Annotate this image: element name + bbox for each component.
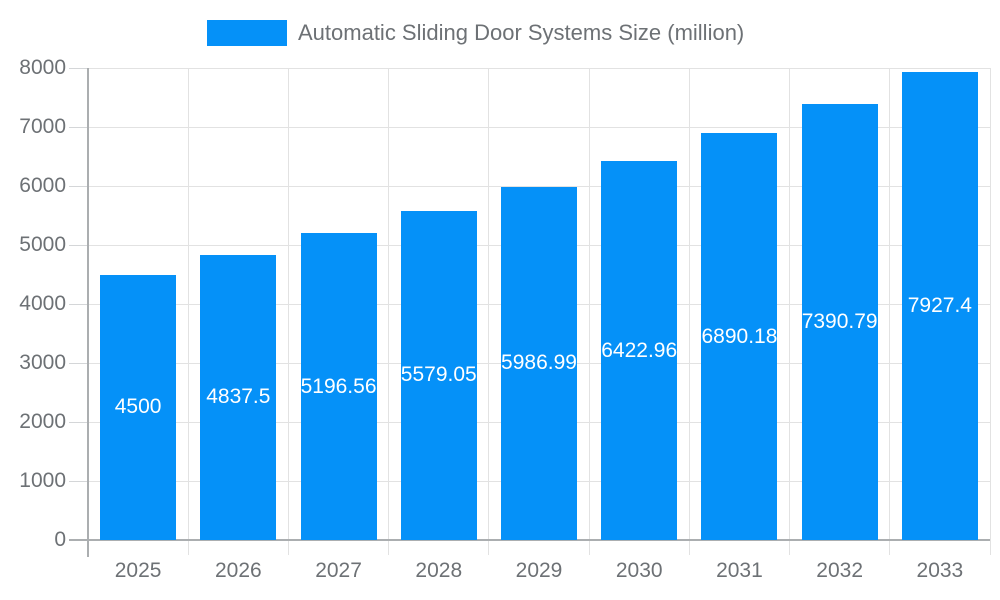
y-tick bbox=[69, 362, 88, 364]
bar-value-label-2032: 7390.79 bbox=[801, 309, 878, 333]
y-axis-line bbox=[87, 68, 89, 557]
legend-item[interactable]: Automatic Sliding Door Systems Size (mil… bbox=[207, 19, 744, 47]
y-tick-label: 6000 bbox=[19, 174, 66, 197]
bar-value-label-2025: 4500 bbox=[114, 395, 162, 419]
bar-value-label-2026: 4837.5 bbox=[206, 385, 271, 409]
bar-value-label-2030: 6422.96 bbox=[601, 338, 678, 362]
bar-2026: 4837.5 bbox=[200, 254, 277, 540]
y-tick-label: 1000 bbox=[19, 469, 66, 492]
category-separator bbox=[488, 68, 490, 555]
bar-value-label-2027: 5196.56 bbox=[300, 374, 377, 398]
x-tick-label-2030: 2030 bbox=[615, 559, 663, 582]
category-separator bbox=[187, 68, 189, 555]
bar-2025: 4500 bbox=[100, 274, 177, 540]
x-tick-label-2027: 2027 bbox=[315, 559, 362, 582]
bar-2027: 5196.56 bbox=[300, 233, 377, 540]
y-tick bbox=[69, 480, 88, 482]
y-tick-label: 7000 bbox=[19, 115, 66, 138]
x-tick-label-2029: 2029 bbox=[515, 559, 563, 582]
x-tick-label-2028: 2028 bbox=[415, 559, 463, 582]
bar-2028: 5579.05 bbox=[400, 210, 477, 540]
y-tick-label: 2000 bbox=[19, 410, 66, 433]
y-tick bbox=[69, 67, 88, 69]
bar-value-label-2028: 5579.05 bbox=[400, 363, 477, 387]
y-tick-label: 5000 bbox=[19, 233, 66, 256]
x-tick-label-2033: 2033 bbox=[916, 559, 964, 582]
x-tick-label-2031: 2031 bbox=[716, 559, 763, 582]
y-tick-label: 0 bbox=[54, 528, 66, 551]
category-separator bbox=[287, 68, 289, 555]
bar-value-label-2033: 7927.4 bbox=[907, 294, 972, 318]
y-tick-label: 8000 bbox=[19, 56, 66, 79]
bar-2031: 6890.18 bbox=[701, 133, 778, 540]
y-tick bbox=[69, 421, 88, 423]
x-tick-label-2025: 2025 bbox=[114, 559, 162, 582]
legend-swatch bbox=[207, 20, 287, 46]
bar-2033: 7927.4 bbox=[901, 72, 978, 540]
bar-value-label-2029: 5986.99 bbox=[501, 351, 577, 375]
category-separator bbox=[388, 68, 390, 555]
y-gridline bbox=[88, 126, 990, 128]
bar-value-label-2031: 6890.18 bbox=[701, 324, 778, 348]
y-gridline bbox=[88, 67, 990, 69]
bar-2030: 6422.96 bbox=[601, 161, 678, 540]
bar-2029: 5986.99 bbox=[501, 186, 577, 540]
category-separator bbox=[588, 68, 590, 555]
category-separator bbox=[989, 68, 991, 555]
legend-label: Automatic Sliding Door Systems Size (mil… bbox=[298, 20, 745, 45]
category-separator bbox=[688, 68, 690, 555]
category-separator bbox=[789, 68, 791, 555]
x-tick-label-2026: 2026 bbox=[214, 559, 262, 582]
y-tick bbox=[69, 303, 88, 305]
y-tick bbox=[69, 244, 88, 246]
y-tick bbox=[69, 185, 88, 187]
x-tick-label-2032: 2032 bbox=[816, 559, 864, 582]
y-tick-label: 4000 bbox=[19, 292, 66, 315]
bar-2032: 7390.79 bbox=[801, 103, 878, 540]
y-tick bbox=[69, 126, 88, 128]
x-axis-line bbox=[69, 539, 990, 541]
category-separator bbox=[889, 68, 891, 555]
y-tick-label: 3000 bbox=[19, 351, 66, 374]
y-gridline bbox=[88, 185, 990, 187]
